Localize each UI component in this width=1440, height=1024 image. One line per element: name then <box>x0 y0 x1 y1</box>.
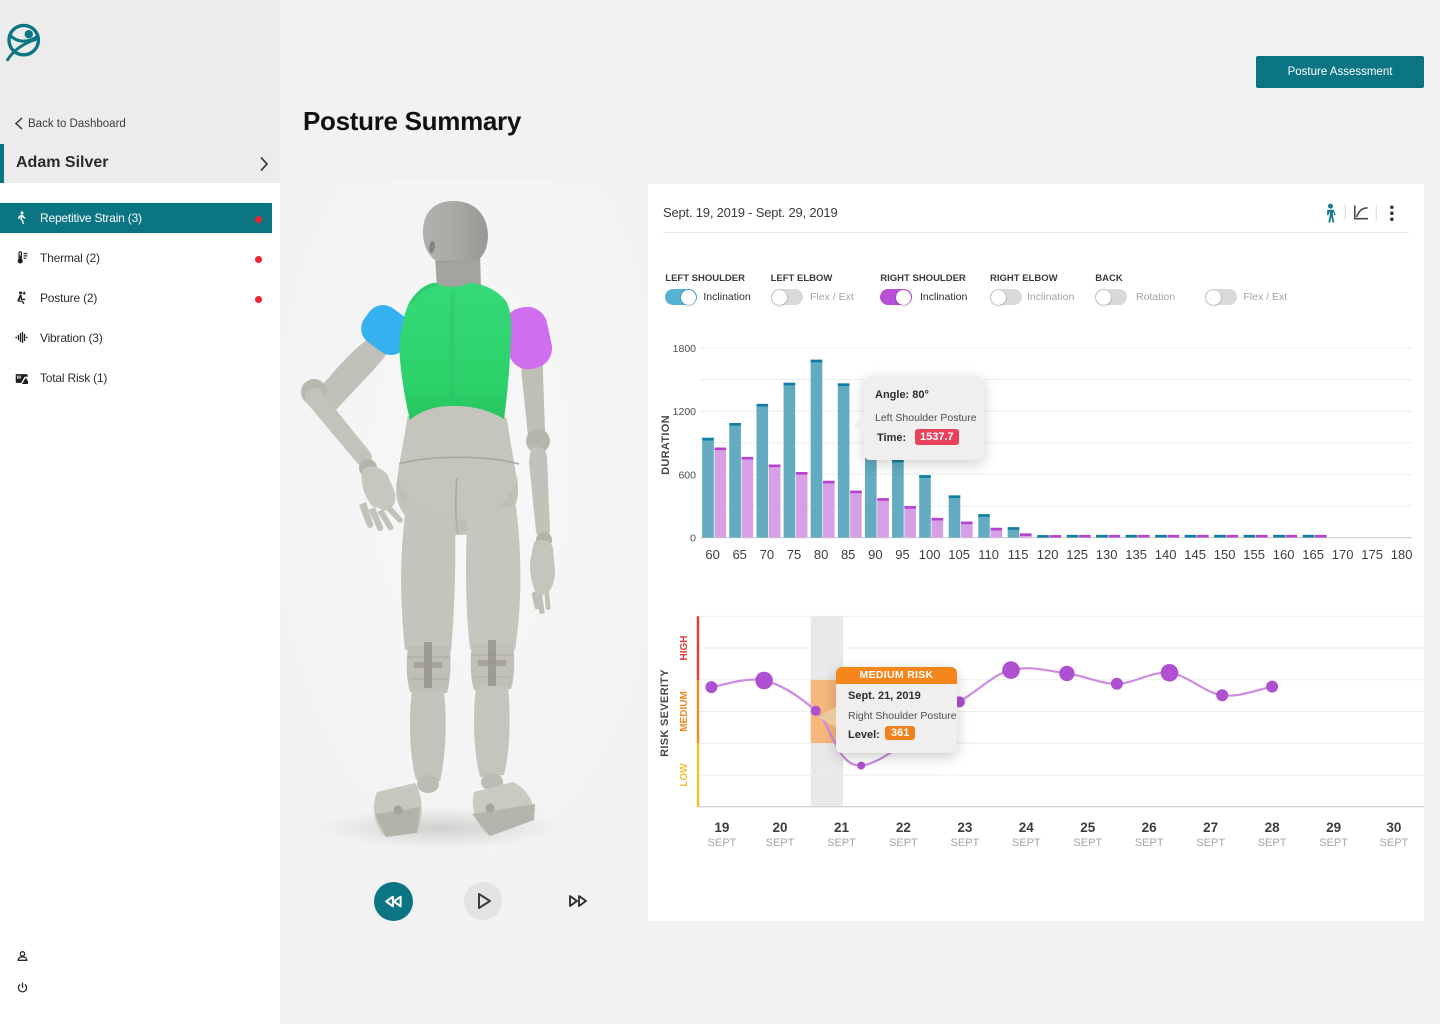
svg-text:170: 170 <box>1332 547 1354 562</box>
svg-text:85: 85 <box>841 547 855 562</box>
svg-text:180: 180 <box>1391 547 1413 562</box>
svg-text:160: 160 <box>1273 547 1295 562</box>
svg-text:70: 70 <box>760 547 774 562</box>
svg-text:SEPT: SEPT <box>1012 837 1041 849</box>
svg-text:1800: 1800 <box>673 343 697 355</box>
svg-text:SEPT: SEPT <box>1196 837 1225 849</box>
svg-text:SEPT: SEPT <box>708 837 737 849</box>
svg-text:600: 600 <box>678 469 696 481</box>
svg-text:135: 135 <box>1125 547 1147 562</box>
svg-text:140: 140 <box>1155 547 1177 562</box>
svg-text:60: 60 <box>705 547 719 562</box>
svg-text:25: 25 <box>1080 820 1096 835</box>
svg-text:20: 20 <box>772 820 787 835</box>
svg-text:125: 125 <box>1066 547 1088 562</box>
svg-text:29: 29 <box>1326 820 1341 835</box>
svg-text:90: 90 <box>868 547 882 562</box>
svg-text:21: 21 <box>834 820 850 835</box>
svg-text:0: 0 <box>690 533 696 545</box>
svg-text:95: 95 <box>895 547 909 562</box>
svg-text:110: 110 <box>978 547 999 562</box>
svg-text:28: 28 <box>1265 820 1281 835</box>
svg-text:75: 75 <box>787 547 801 562</box>
svg-text:100: 100 <box>919 547 941 562</box>
svg-text:120: 120 <box>1037 547 1059 562</box>
svg-text:23: 23 <box>957 820 973 835</box>
svg-text:SEPT: SEPT <box>1135 837 1164 849</box>
svg-text:130: 130 <box>1096 547 1118 562</box>
svg-text:65: 65 <box>732 547 746 562</box>
svg-text:1200: 1200 <box>673 406 697 418</box>
svg-text:115: 115 <box>1008 547 1029 562</box>
svg-text:24: 24 <box>1019 820 1035 835</box>
svg-text:105: 105 <box>948 547 970 562</box>
svg-text:150: 150 <box>1214 547 1236 562</box>
svg-text:MEDIUM: MEDIUM <box>679 691 690 732</box>
svg-text:30: 30 <box>1386 820 1401 835</box>
svg-text:145: 145 <box>1184 547 1206 562</box>
svg-text:26: 26 <box>1142 820 1158 835</box>
svg-text:DURATION: DURATION <box>660 415 672 475</box>
svg-text:RISK SEVERITY: RISK SEVERITY <box>659 669 671 757</box>
svg-text:80: 80 <box>814 547 828 562</box>
svg-text:LOW: LOW <box>679 763 690 787</box>
svg-text:165: 165 <box>1302 547 1324 562</box>
svg-text:SEPT: SEPT <box>766 837 795 849</box>
svg-text:SEPT: SEPT <box>951 837 980 849</box>
svg-text:175: 175 <box>1361 547 1383 562</box>
svg-text:SEPT: SEPT <box>1319 837 1348 849</box>
svg-text:155: 155 <box>1243 547 1265 562</box>
svg-text:SEPT: SEPT <box>1258 837 1287 849</box>
svg-text:HIGH: HIGH <box>679 636 690 661</box>
svg-text:SEPT: SEPT <box>889 837 918 849</box>
svg-text:27: 27 <box>1203 820 1218 835</box>
svg-text:19: 19 <box>714 820 729 835</box>
svg-text:SEPT: SEPT <box>1073 837 1102 849</box>
svg-text:SEPT: SEPT <box>827 837 856 849</box>
svg-text:SEPT: SEPT <box>1380 837 1409 849</box>
svg-text:22: 22 <box>896 820 911 835</box>
